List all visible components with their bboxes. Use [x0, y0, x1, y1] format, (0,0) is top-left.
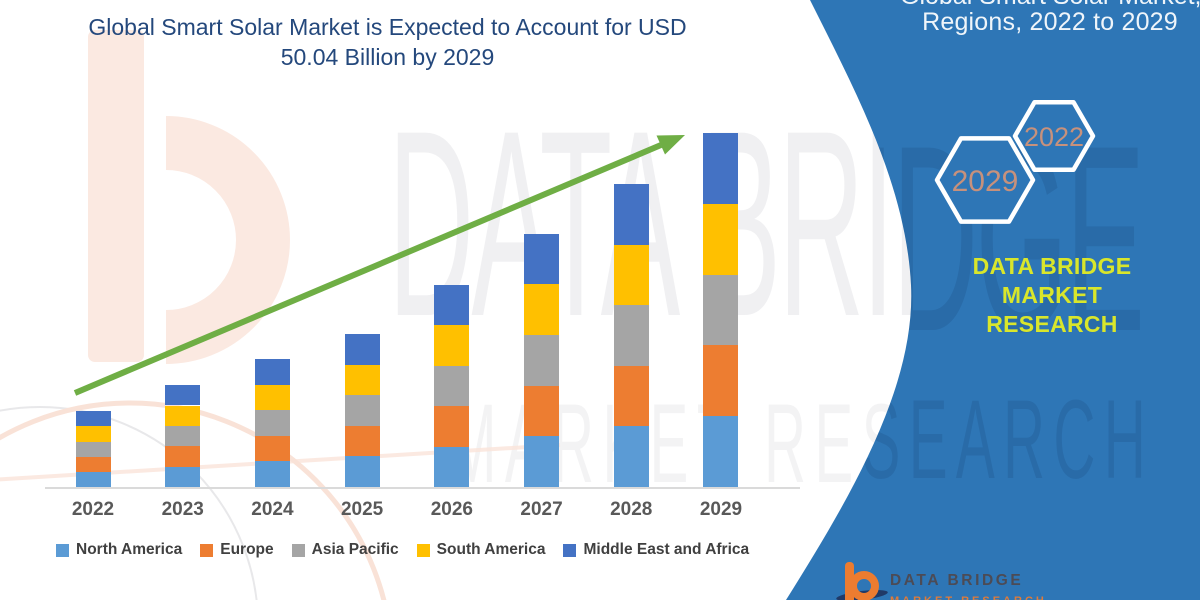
bar-segment: [434, 325, 470, 366]
legend-swatch: [56, 543, 69, 557]
x-axis-label: 2028: [610, 499, 653, 520]
legend-label: South America: [436, 541, 546, 558]
bar-segment: [613, 365, 649, 427]
hexagon-2022: 2022: [1012, 99, 1096, 173]
bar-segment: [344, 425, 380, 457]
legend-swatch: [563, 543, 577, 557]
chart-title-line2: 50.04 Billion by 2029: [280, 44, 495, 70]
brand-text-line2: RESEARCH: [986, 311, 1118, 337]
x-axis-label: 2027: [520, 499, 563, 520]
x-axis-line: [45, 487, 800, 489]
legend-item: South America: [416, 541, 546, 559]
bar-segment: [344, 364, 380, 396]
legend-item: Middle East and Africa: [563, 541, 749, 559]
bar-segment: [703, 274, 739, 346]
bar-segment: [613, 184, 649, 245]
watermark-circle-gray: [0, 406, 258, 600]
bar-segment: [75, 426, 111, 442]
bar-segment: [434, 365, 470, 407]
sidebar-heading: Regions, 2022 to 2029: [922, 8, 1178, 36]
bar-segment: [165, 425, 201, 447]
logo-wordmark-sub: MARKET RESEARCH: [890, 595, 1047, 600]
x-axis-label: 2022: [71, 499, 115, 520]
bar-segment: [75, 471, 111, 487]
legend-swatch: [200, 543, 214, 557]
legend: North America Europe Asia Pacific South Ame…: [56, 541, 749, 559]
hexagon-2022-label: 2022: [1024, 122, 1084, 152]
bar-segment: [524, 436, 560, 487]
bar-segment: [434, 284, 470, 326]
bar-segment: [703, 132, 739, 204]
bar-segment: [613, 426, 649, 487]
x-axis-label: 2024: [251, 499, 294, 520]
bar-segment: [254, 435, 290, 462]
bar-segment: [254, 358, 290, 385]
legend-label: Asia Pacific: [311, 541, 399, 558]
chart-title: Global Smart Solar Market is Expected to…: [30, 12, 745, 72]
x-axis-label: 2029: [699, 499, 743, 520]
blue-panel: [786, 0, 1200, 600]
bar-segment: [75, 411, 111, 427]
bar-segment: [254, 461, 290, 487]
logo-wordmark: DATA BRIDGE: [890, 572, 1024, 589]
legend-item: North America: [56, 541, 182, 559]
legend-swatch: [291, 543, 305, 557]
legend-swatch: [416, 543, 430, 557]
legend-item: Asia Pacific: [291, 541, 399, 559]
bar-segment: [75, 456, 111, 472]
x-axis-label: 2025: [340, 499, 384, 520]
bar-segment: [703, 416, 739, 487]
bar-segment: [165, 446, 201, 467]
bar-segment: [703, 345, 739, 417]
bar-segment: [254, 384, 290, 411]
bar-segment: [703, 203, 739, 275]
bar-segment: [613, 305, 649, 366]
brand-text-line1: DATA BRIDGE MARKET: [972, 253, 1132, 308]
logo-b-bowl-icon: [849, 571, 879, 600]
bar-segment: [165, 385, 201, 406]
bar-segment: [434, 406, 470, 447]
bar-segment: [344, 456, 380, 487]
legend-label: Middle East and Africa: [583, 541, 750, 558]
legend-label: Europe: [220, 541, 274, 558]
bar-segment: [524, 233, 560, 285]
x-axis-label: 2023: [161, 499, 204, 520]
sidebar-heading-clipped-line: Global Smart Solar Market, By: [900, 0, 1200, 11]
hexagon-2029: 2029: [934, 136, 1036, 224]
bar-segment: [165, 466, 201, 487]
bar-segment: [434, 446, 470, 487]
bar-segment: [524, 335, 560, 386]
brand-text: DATA BRIDGE MARKET RESEARCH: [928, 252, 1176, 339]
bar-segment: [75, 441, 111, 457]
watermark-circle-peach: [0, 400, 387, 600]
hexagon-2029-label: 2029: [952, 165, 1019, 198]
legend-label: North America: [76, 541, 183, 558]
bar-segment: [254, 410, 290, 436]
bar-segment: [524, 385, 560, 437]
legend-item: Europe: [200, 541, 274, 559]
bar-segment: [613, 244, 649, 306]
bar-segment: [524, 284, 560, 336]
chart-title-line1: Global Smart Solar Market is Expected to…: [88, 14, 687, 40]
bar-segment: [165, 405, 201, 426]
bar-segment: [344, 334, 380, 365]
bar-segment: [344, 395, 380, 426]
x-axis-label: 2026: [430, 499, 473, 520]
trend-arrow-icon: [73, 135, 685, 396]
